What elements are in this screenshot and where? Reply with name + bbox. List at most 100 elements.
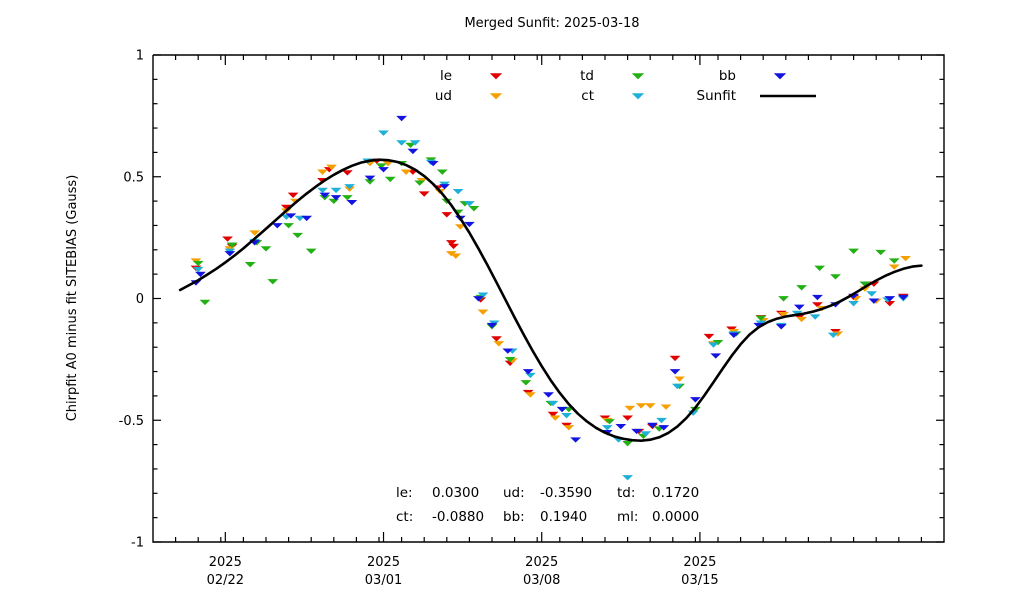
- x-tick-label-date: 03/01: [365, 573, 402, 588]
- data-point-td: [283, 223, 294, 229]
- data-point-ct: [708, 342, 719, 348]
- data-point-bb: [473, 296, 484, 302]
- data-point-bb: [897, 294, 909, 301]
- data-point-ct: [396, 140, 407, 146]
- data-point-ct: [640, 431, 652, 437]
- data-point-bb: [502, 348, 514, 354]
- y-tick-label: -0.5: [119, 414, 144, 429]
- data-point-bb: [710, 353, 722, 359]
- data-point-td: [226, 242, 238, 248]
- data-point-ct: [477, 292, 489, 298]
- data-point-ud: [900, 255, 911, 262]
- data-point-bb: [330, 195, 342, 201]
- data-point-bb: [570, 437, 582, 443]
- data-point-td: [260, 246, 272, 252]
- data-point-ct: [601, 425, 613, 431]
- chart-title: Merged Sunfit: 2025-03-18: [464, 16, 639, 31]
- x-tick-label-year: 2025: [209, 555, 242, 570]
- data-point-ud: [317, 169, 328, 175]
- x-tick-label-date: 02/22: [207, 573, 244, 588]
- data-point-bb: [775, 324, 787, 330]
- annotation-label: ml:: [617, 509, 638, 525]
- data-point-le: [441, 212, 453, 218]
- y-tick-label: 0.5: [123, 170, 144, 185]
- legend-marker-bb: [773, 73, 787, 80]
- sunfit-curve: [178, 158, 923, 442]
- data-point-bb: [464, 221, 475, 228]
- y-tick-labels: 1 0.5 0 -0.5 -1: [119, 49, 144, 551]
- y-tick-label: 1: [136, 49, 144, 64]
- data-point-ud: [382, 160, 394, 167]
- data-point-ct: [547, 400, 559, 407]
- data-point-ct: [192, 266, 204, 273]
- data-point-td: [755, 315, 767, 321]
- data-point-bb: [690, 397, 701, 403]
- data-point-le: [222, 236, 233, 242]
- data-point-bb: [301, 215, 313, 222]
- data-point-bb: [669, 369, 681, 375]
- data-point-td: [436, 169, 448, 175]
- x-tick-label-year: 2025: [525, 555, 558, 570]
- data-point-td: [814, 265, 826, 272]
- data-point-ud: [450, 253, 462, 259]
- annotation-label: bb:: [503, 509, 525, 525]
- annotation-value: 0.1720: [652, 485, 699, 501]
- data-point-ud: [635, 403, 647, 409]
- data-point-ud: [563, 425, 575, 431]
- data-point-ud: [400, 169, 412, 175]
- data-point-td: [468, 206, 480, 212]
- data-point-ud: [326, 164, 337, 170]
- data-point-ct: [464, 201, 475, 207]
- annotation-label: ct:: [396, 509, 413, 525]
- y-tick-label: 0: [136, 292, 144, 307]
- data-point-ct: [330, 187, 342, 194]
- data-point-ct: [525, 372, 536, 379]
- data-point-td: [848, 248, 859, 254]
- annotation-label: ud:: [503, 485, 525, 501]
- data-point-bb: [427, 160, 439, 167]
- data-point-le: [547, 411, 559, 418]
- legend-marker-ct: [631, 93, 645, 100]
- data-point-ud: [660, 404, 672, 410]
- data-point-bb: [378, 167, 389, 173]
- data-point-bb: [396, 115, 407, 122]
- x-tick-labels: 2025 02/22 2025 03/01 2025 03/08 2025 03/15: [207, 555, 719, 588]
- data-point-ct: [671, 383, 683, 390]
- annotation-value: 0.1940: [540, 509, 587, 525]
- data-point-bb: [346, 199, 358, 206]
- data-point-td: [414, 180, 426, 186]
- data-point-le: [884, 300, 896, 307]
- data-point-td: [364, 179, 376, 185]
- data-point-td: [622, 441, 633, 447]
- data-point-bb: [631, 428, 643, 435]
- data-point-td: [859, 281, 871, 287]
- data-point-td: [192, 260, 204, 267]
- data-point-bb: [615, 423, 627, 430]
- data-point-ct: [294, 215, 306, 222]
- data-point-td: [875, 249, 887, 256]
- data-point-ct: [848, 300, 859, 307]
- data-point-ud: [644, 403, 656, 409]
- data-point-ct: [378, 130, 389, 136]
- y-axis-label: Chirpfit A0 minus fit SITEBIAS (Gauss): [65, 175, 80, 422]
- data-point-bb: [728, 332, 740, 338]
- data-point-ct: [317, 187, 328, 194]
- x-tick-label-date: 03/08: [523, 573, 560, 588]
- data-point-td: [328, 198, 340, 205]
- data-point-bb: [884, 296, 896, 302]
- data-point-td: [604, 419, 615, 425]
- data-point-td: [244, 262, 256, 268]
- data-point-le: [287, 192, 299, 198]
- legend-label-le: le: [440, 68, 452, 84]
- annotation-value: 0.0300: [432, 485, 479, 501]
- data-point-ud: [624, 405, 636, 412]
- data-point-td: [520, 380, 532, 386]
- x-tick-label-date: 03/15: [681, 573, 718, 588]
- axis-frame: [152, 54, 945, 543]
- x-tick-label-year: 2025: [367, 555, 400, 570]
- data-point-bb: [647, 422, 658, 429]
- x-tick-label-year: 2025: [683, 555, 716, 570]
- data-point-ct: [452, 188, 464, 195]
- data-point-ud: [249, 230, 261, 236]
